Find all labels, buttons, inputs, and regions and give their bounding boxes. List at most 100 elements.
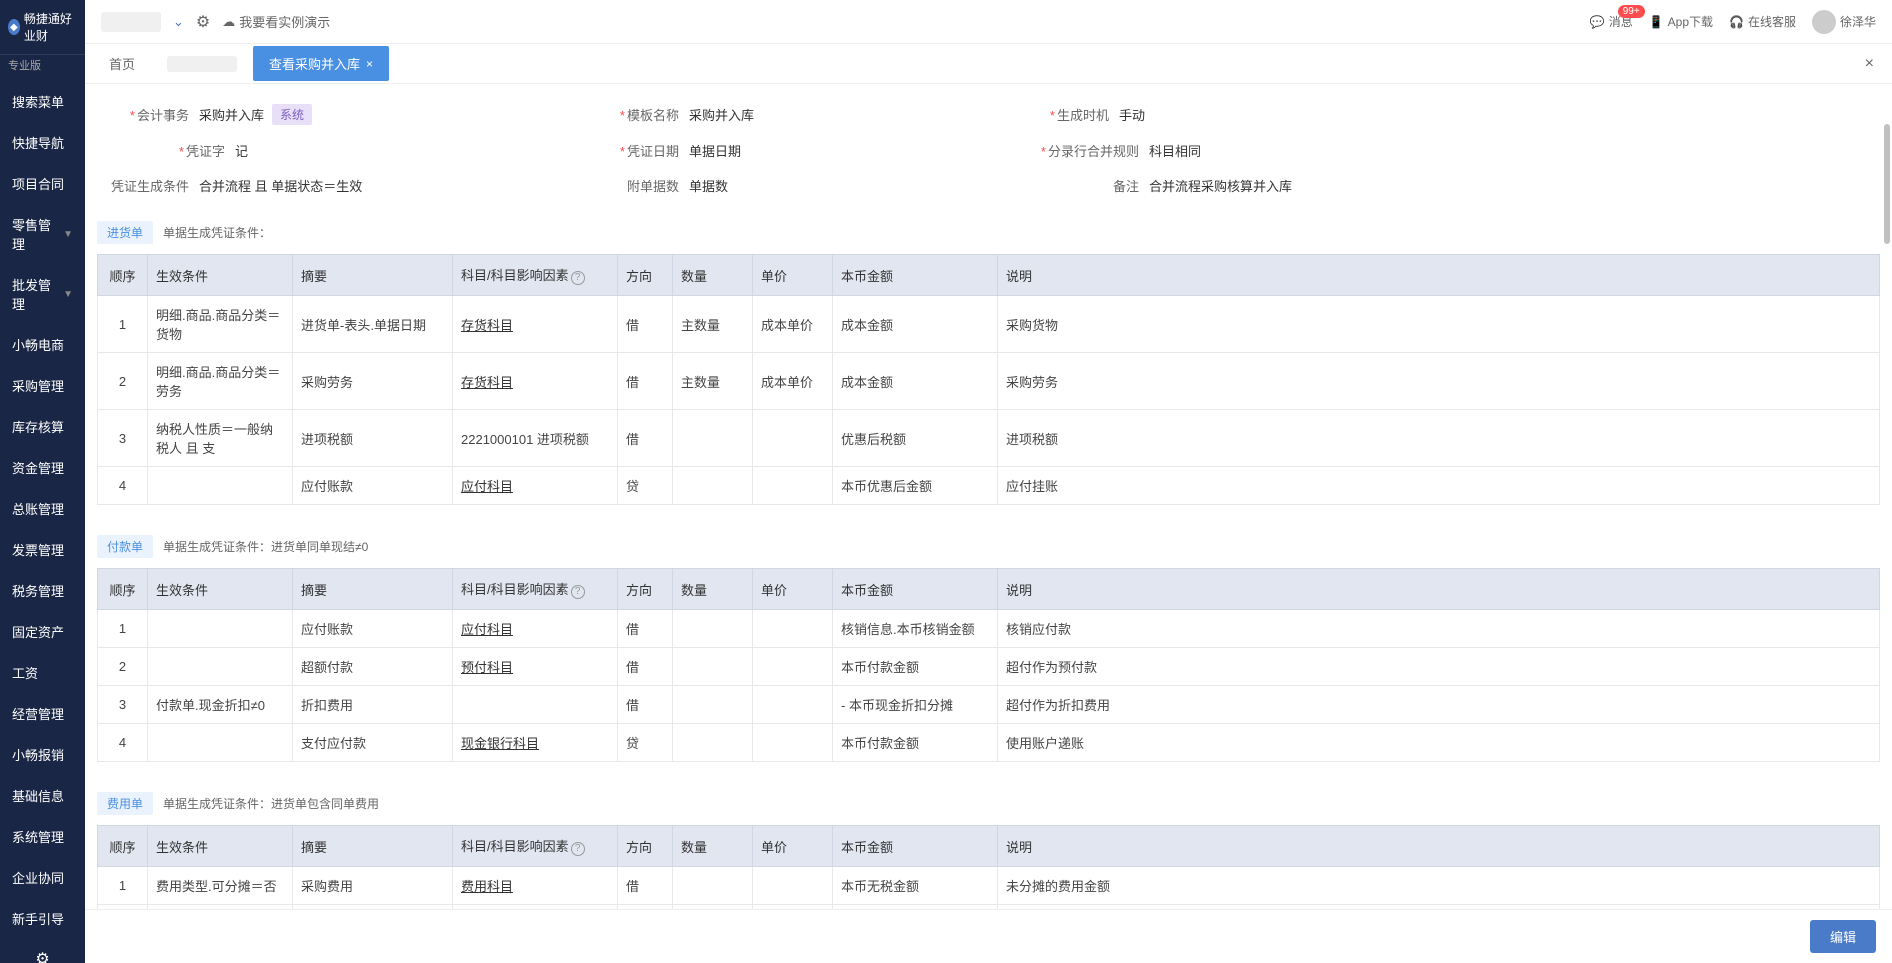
th-subject: 科目/科目影响因素?	[453, 826, 618, 867]
edit-button[interactable]: 编辑	[1810, 920, 1876, 953]
sidebar-item-3[interactable]: 零售管理▼	[0, 204, 85, 264]
tabs-close-all-icon[interactable]: ×	[1855, 51, 1884, 77]
sidebar-item-9[interactable]: 总账管理	[0, 488, 85, 529]
cell-subject: 存货科目	[453, 296, 618, 353]
sidebar-item-15[interactable]: 小畅报销	[0, 734, 85, 775]
cell-price	[753, 686, 833, 724]
topbar-download[interactable]: 📱 App下载	[1649, 13, 1713, 30]
sidebar-item-5[interactable]: 小畅电商	[0, 324, 85, 365]
scrollbar[interactable]	[1884, 124, 1890, 244]
sidebar-item-11[interactable]: 税务管理	[0, 570, 85, 611]
cell-seq: 3	[98, 686, 148, 724]
table-row: 1费用类型.可分摊＝否采购费用费用科目借本币无税金额未分摊的费用金额	[98, 867, 1880, 905]
sidebar-item-4[interactable]: 批发管理▼	[0, 264, 85, 324]
value-date: 单据日期	[689, 141, 741, 160]
th-qty: 数量	[673, 826, 753, 867]
value-accounting: 采购并入库	[199, 105, 264, 124]
cell-qty: 主数量	[673, 353, 753, 410]
cell-desc: 使用账户递账	[998, 724, 1880, 762]
cell-seq: 3	[98, 410, 148, 467]
sidebar-item-18[interactable]: 企业协同	[0, 857, 85, 898]
table-condition: 单据生成凭证条件：进货单包含同单费用	[163, 795, 379, 812]
cell-qty	[673, 648, 753, 686]
info-icon[interactable]: ?	[571, 271, 585, 285]
tab-placeholder[interactable]	[151, 48, 253, 80]
sidebar-item-14[interactable]: 经营管理	[0, 693, 85, 734]
subject-link[interactable]: 存货科目	[461, 375, 513, 390]
subject-link[interactable]: 费用科目	[461, 879, 513, 894]
subject-link[interactable]: 存货科目	[461, 318, 513, 333]
cell-dir: 贷	[618, 467, 673, 505]
sidebar-item-2[interactable]: 项目合同	[0, 163, 85, 204]
subject-link[interactable]: 应付科目	[461, 622, 513, 637]
sidebar-item-8[interactable]: 资金管理	[0, 447, 85, 488]
cell-amount: 本币付款金额	[833, 724, 998, 762]
topbar-user[interactable]: 徐泽华	[1812, 10, 1876, 34]
th-qty: 数量	[673, 569, 753, 610]
info-icon[interactable]: ?	[571, 585, 585, 599]
sidebar-item-7[interactable]: 库存核算	[0, 406, 85, 447]
phone-icon: 📱	[1649, 15, 1664, 29]
subject-link[interactable]: 应付科目	[461, 479, 513, 494]
data-table: 顺序生效条件摘要科目/科目影响因素?方向数量单价本币金额说明1明细.商品.商品分…	[97, 254, 1880, 505]
sidebar-item-6[interactable]: 采购管理	[0, 365, 85, 406]
th-amount: 本币金额	[833, 569, 998, 610]
th-seq: 顺序	[98, 826, 148, 867]
label-remark: 备注	[1029, 176, 1149, 195]
sidebar-subtitle: 专业版	[0, 55, 85, 81]
cell-qty	[673, 410, 753, 467]
cell-price	[753, 648, 833, 686]
subject-link[interactable]: 预付科目	[461, 660, 513, 675]
tab-close-icon[interactable]: ×	[366, 57, 373, 71]
avatar-icon	[1812, 10, 1836, 34]
topbar-messages[interactable]: 💬 消息 99+	[1590, 13, 1633, 30]
cell-cond: 纳税人性质＝一般纳税人 且 支	[148, 410, 293, 467]
cell-summary: 进项税额	[293, 410, 453, 467]
topbar-demo-link[interactable]: ☁ 我要看实例演示	[222, 12, 330, 31]
sidebar-item-16[interactable]: 基础信息	[0, 775, 85, 816]
cell-qty	[673, 867, 753, 905]
cell-summary: 采购劳务	[293, 353, 453, 410]
tab-active[interactable]: 查看采购并入库 ×	[253, 46, 389, 81]
info-icon[interactable]: ?	[571, 842, 585, 856]
cloud-icon: ☁	[222, 14, 235, 30]
cell-amount: 核销信息.本币核销金额	[833, 610, 998, 648]
th-desc: 说明	[998, 569, 1880, 610]
cell-summary: 应付账款	[293, 467, 453, 505]
sidebar-item-1[interactable]: 快捷导航	[0, 122, 85, 163]
tab-home[interactable]: 首页	[93, 46, 151, 81]
table-row: 1明细.商品.商品分类＝货物进货单-表头.单据日期存货科目借主数量成本单价成本金…	[98, 296, 1880, 353]
sidebar-item-10[interactable]: 发票管理	[0, 529, 85, 570]
cell-subject: 应付科目	[453, 467, 618, 505]
sidebar-item-17[interactable]: 系统管理	[0, 816, 85, 857]
logo-text: 畅捷通好业财	[24, 10, 77, 44]
sidebar-item-13[interactable]: 工资	[0, 652, 85, 693]
cell-price	[753, 610, 833, 648]
cell-subject	[453, 686, 618, 724]
sidebar-settings-icon[interactable]: ⚙	[0, 939, 85, 963]
label-timing: 生成时机	[1057, 108, 1109, 123]
cell-summary: 超额付款	[293, 648, 453, 686]
sidebar-item-0[interactable]: 搜索菜单	[0, 81, 85, 122]
cell-desc: 采购货物	[998, 296, 1880, 353]
label-gencond: 凭证生成条件	[109, 176, 199, 195]
cell-dir: 借	[618, 610, 673, 648]
content: *会计事务 采购并入库 系统 *模板名称 采购并入库 *生成时机 手动	[85, 84, 1892, 963]
topbar-service[interactable]: 🎧 在线客服	[1729, 13, 1796, 30]
th-seq: 顺序	[98, 569, 148, 610]
cell-seq: 4	[98, 724, 148, 762]
table-row: 1应付账款应付科目借核销信息.本币核销金额核销应付款	[98, 610, 1880, 648]
th-cond: 生效条件	[148, 255, 293, 296]
sidebar-item-12[interactable]: 固定资产	[0, 611, 85, 652]
th-dir: 方向	[618, 826, 673, 867]
subject-link[interactable]: 现金银行科目	[461, 736, 539, 751]
th-summary: 摘要	[293, 569, 453, 610]
sidebar-item-19[interactable]: 新手引导	[0, 898, 85, 939]
topbar-settings-icon[interactable]: ⚙	[196, 12, 210, 32]
cell-price	[753, 467, 833, 505]
cell-seq: 4	[98, 467, 148, 505]
th-price: 单价	[753, 255, 833, 296]
topbar-dropdown-icon[interactable]: ⌄	[173, 14, 184, 30]
sidebar-logo: ◆ 畅捷通好业财	[0, 0, 85, 55]
cell-dir: 借	[618, 296, 673, 353]
